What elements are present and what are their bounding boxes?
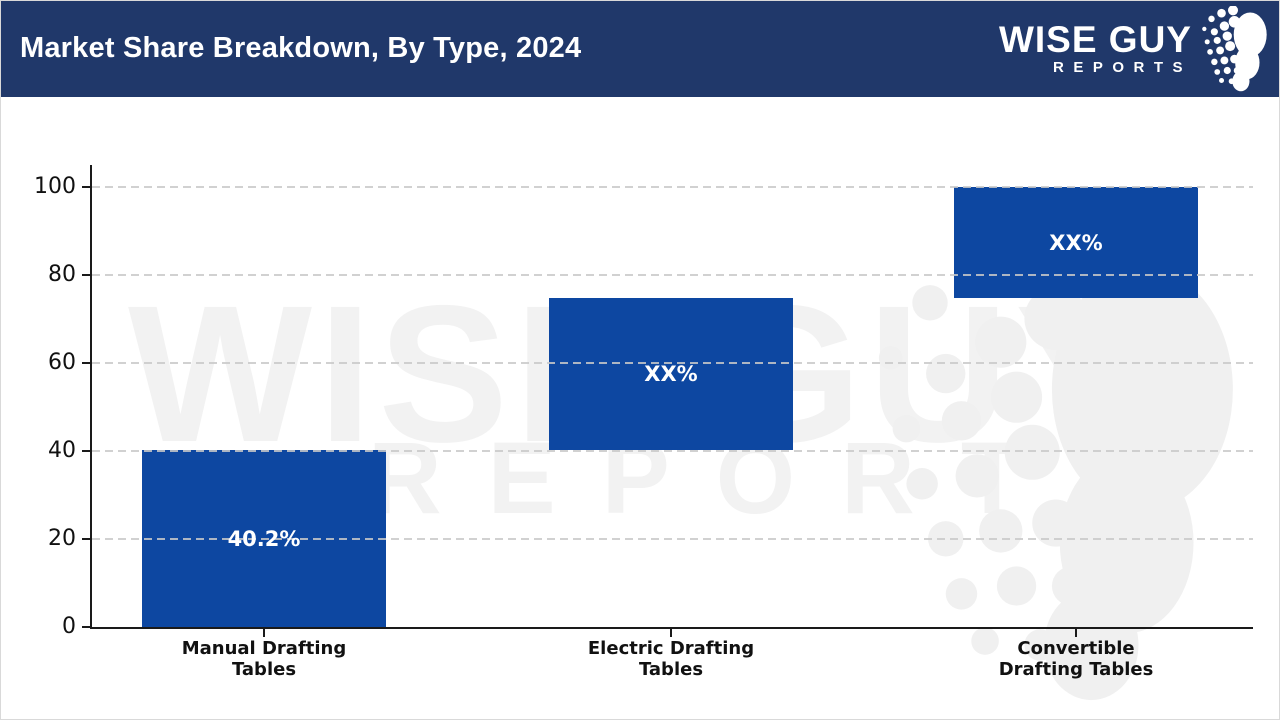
y-axis-tick-label: 100 <box>34 174 76 199</box>
y-axis-tick <box>82 538 90 540</box>
wise-guy-reports-logo: WISE GUY REPORTS <box>999 0 1270 97</box>
bar-value-label: 40.2% <box>227 526 301 551</box>
x-axis-category-label: Manual Drafting Tables <box>134 638 394 680</box>
y-axis-tick-label: 20 <box>48 526 76 551</box>
y-axis-tick <box>82 274 90 276</box>
y-axis-tick-label: 80 <box>48 262 76 287</box>
header-bar: Market Share Breakdown, By Type, 2024 WI… <box>0 0 1280 97</box>
y-axis-tick <box>82 362 90 364</box>
logo-wordmark: WISE GUY REPORTS <box>998 18 1192 76</box>
category-label-line1: Electric Drafting <box>587 638 755 659</box>
category-label-line1: Manual Drafting <box>181 638 347 659</box>
logo-face-icon <box>1202 5 1267 91</box>
y-axis-tick-label: 60 <box>48 350 76 375</box>
logo-wise-guy-text: WISE GUY <box>998 18 1192 60</box>
category-label-line2: Drafting Tables <box>998 659 1154 680</box>
gridline-80 <box>92 274 1253 276</box>
category-label-line1: Convertible <box>1017 638 1135 659</box>
gridline-100 <box>92 186 1253 188</box>
y-axis-tick-label: 0 <box>62 614 76 639</box>
x-axis-tick <box>263 629 265 637</box>
page-title: Market Share Breakdown, By Type, 2024 <box>20 32 582 64</box>
x-axis-spine <box>90 627 1253 629</box>
y-axis-spine <box>90 165 92 629</box>
x-axis-category-label: Convertible Drafting Tables <box>946 638 1206 680</box>
category-label-line2: Tables <box>231 659 297 680</box>
bar-segment <box>549 298 793 451</box>
y-axis-tick <box>82 626 90 628</box>
bar-value-label: XX% <box>1049 230 1103 255</box>
bar-segment <box>954 187 1198 299</box>
y-axis-tick-label: 40 <box>48 438 76 463</box>
x-axis-tick <box>670 629 672 637</box>
x-axis-category-label: Electric Drafting Tables <box>541 638 801 680</box>
y-axis-tick <box>82 450 90 452</box>
x-axis-tick <box>1075 629 1077 637</box>
y-axis-tick <box>82 186 90 188</box>
gridline-40 <box>92 450 1253 452</box>
bar-value-label: XX% <box>644 362 698 387</box>
gridline-60 <box>92 362 1253 364</box>
logo-reports-text: REPORTS <box>1052 58 1192 76</box>
gridline-20 <box>92 538 1253 540</box>
category-label-line2: Tables <box>638 659 704 680</box>
